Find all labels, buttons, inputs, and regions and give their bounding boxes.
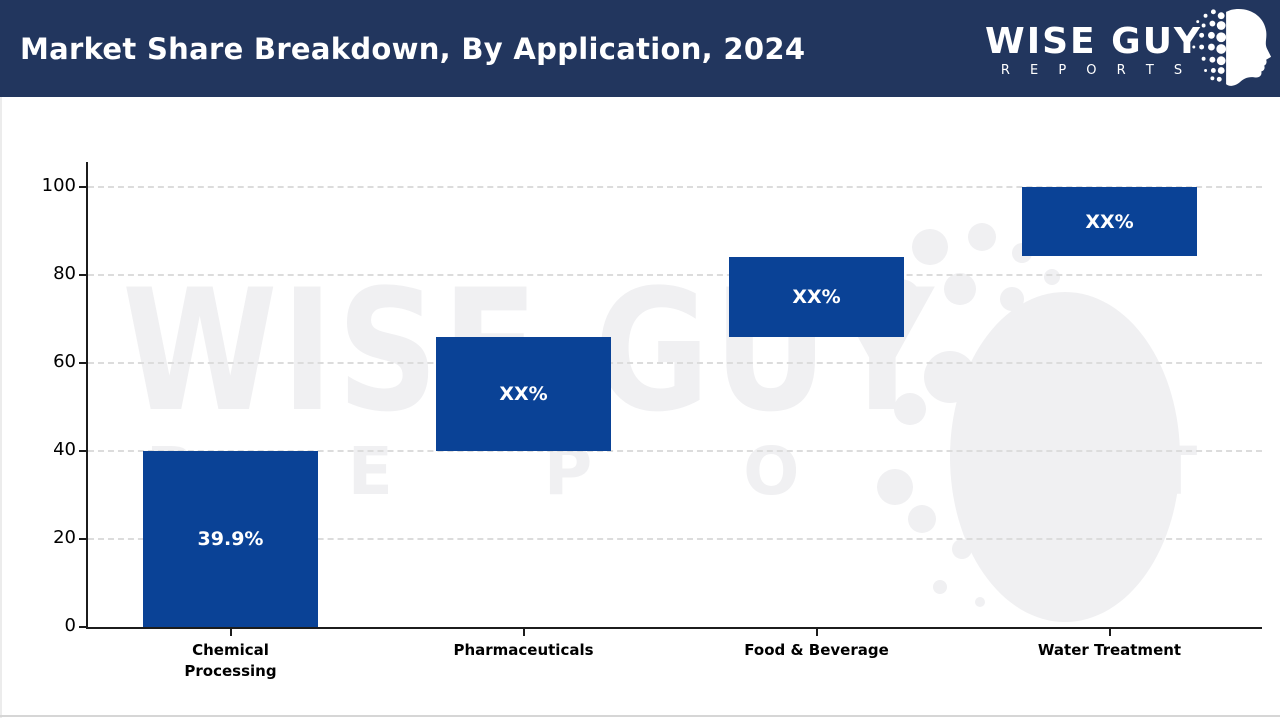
logo-subtext: R E P O R T S (1000, 63, 1191, 78)
x-axis-line (86, 627, 1262, 629)
wise-guy-head-icon (1192, 9, 1272, 86)
bar-chemical-processing: 39.9% (143, 451, 318, 627)
gridline (88, 186, 1262, 188)
y-tick-label: 100 (41, 175, 76, 196)
x-category-label: Pharmaceuticals (453, 641, 594, 659)
y-tick-mark (79, 186, 86, 188)
bar-food-beverage: XX% (729, 256, 904, 338)
x-tick-mark (815, 629, 818, 636)
y-tick-mark (79, 538, 86, 540)
y-tick-mark (79, 274, 86, 276)
bar-water-treatment: XX% (1022, 187, 1197, 257)
y-tick-mark (79, 626, 86, 628)
y-tick-mark (79, 450, 86, 452)
chart-area: WISE GUY R E P O R T S 02040608010039.9%… (0, 97, 1280, 720)
bar-value-label: XX% (792, 285, 841, 308)
logo-wordmark: WISE GUY (984, 21, 1202, 62)
watermark-head-icon (877, 223, 1180, 622)
x-tick-mark (1108, 629, 1111, 636)
logo-text: WISE GUY R E P O R T S (984, 21, 1202, 79)
bar-value-label: XX% (499, 383, 548, 406)
content-bottom-border (0, 715, 1280, 717)
header: Market Share Breakdown, By Application, … (0, 0, 1280, 97)
y-tick-label: 40 (53, 439, 76, 460)
y-tick-label: 20 (53, 527, 76, 548)
x-category-label: Water Treatment (1037, 641, 1182, 659)
bar-pharmaceuticals: XX% (436, 337, 611, 452)
chart-title: Market Share Breakdown, By Application, … (20, 31, 806, 66)
bar-value-label: 39.9% (197, 528, 264, 551)
x-tick-mark (522, 629, 525, 636)
y-tick-mark (79, 362, 86, 364)
y-axis-line (86, 162, 88, 629)
bar-value-label: XX% (1085, 210, 1134, 233)
x-category-label: Chemical Processing (184, 641, 277, 680)
x-tick-mark (229, 629, 232, 636)
x-category-label: Food & Beverage (744, 641, 889, 659)
content-left-border (0, 97, 2, 718)
wise-guy-logo: WISE GUY R E P O R T S (985, 4, 1274, 92)
gridline (88, 538, 1262, 540)
y-tick-label: 80 (53, 263, 76, 284)
gridline (88, 450, 1262, 452)
y-tick-label: 0 (64, 615, 76, 636)
y-tick-label: 60 (53, 351, 76, 372)
gridline (88, 274, 1262, 276)
gridline (88, 362, 1262, 364)
